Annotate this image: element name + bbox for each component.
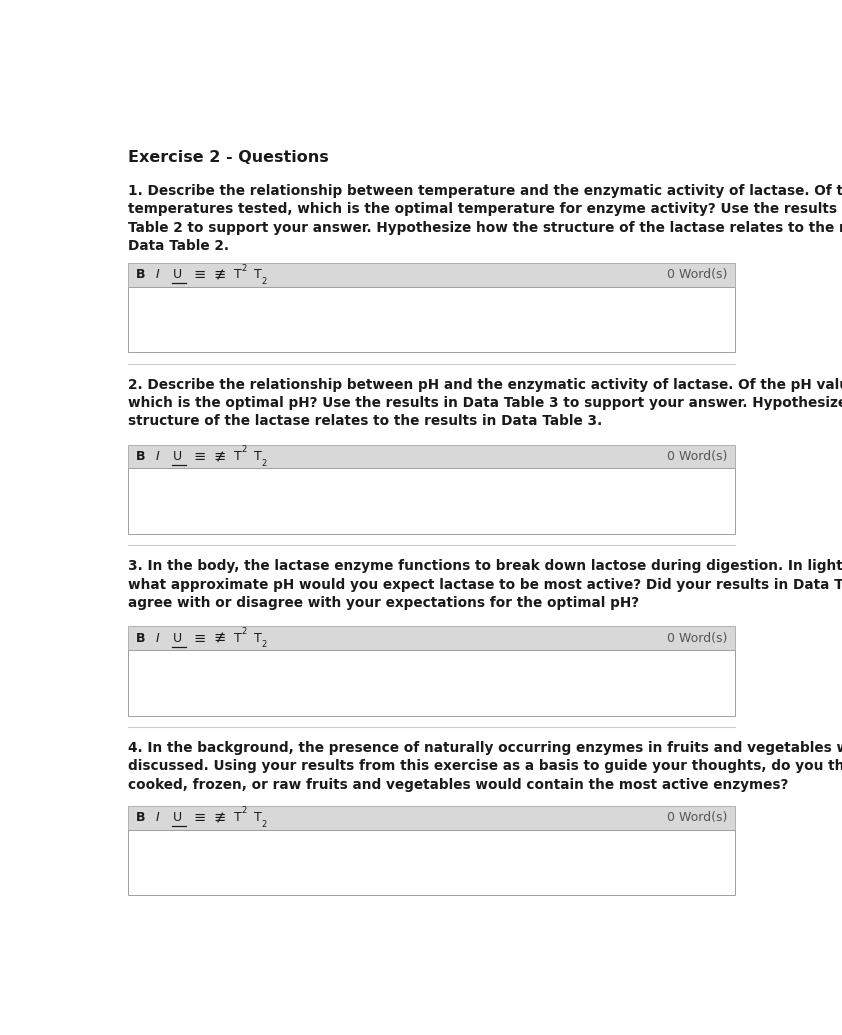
Text: ≡: ≡ (194, 449, 205, 464)
Text: 0 Word(s): 0 Word(s) (667, 631, 727, 645)
Text: 2: 2 (242, 445, 247, 454)
Text: 4. In the background, the presence of naturally occurring enzymes in fruits and : 4. In the background, the presence of na… (128, 741, 842, 792)
FancyBboxPatch shape (128, 829, 735, 895)
Text: U: U (173, 268, 182, 282)
Text: T: T (234, 631, 242, 645)
Text: 1. Describe the relationship between temperature and the enzymatic activity of l: 1. Describe the relationship between tem… (128, 184, 842, 254)
Text: 2: 2 (262, 459, 267, 468)
FancyBboxPatch shape (128, 263, 735, 287)
Text: 2: 2 (262, 820, 267, 829)
Text: B: B (136, 631, 146, 645)
FancyBboxPatch shape (128, 445, 735, 469)
Text: Exercise 2 - Questions: Exercise 2 - Questions (128, 150, 329, 166)
FancyBboxPatch shape (128, 805, 735, 829)
Text: 2: 2 (242, 627, 247, 637)
Text: ≢: ≢ (213, 810, 225, 825)
Text: 3. In the body, the lactase enzyme functions to break down lactose during digest: 3. In the body, the lactase enzyme funct… (128, 559, 842, 611)
Text: T: T (254, 811, 262, 824)
FancyBboxPatch shape (128, 626, 735, 650)
Text: U: U (173, 811, 182, 824)
Text: 2: 2 (242, 806, 247, 816)
Text: ≢: ≢ (213, 630, 225, 646)
Text: T: T (234, 268, 242, 282)
Text: 0 Word(s): 0 Word(s) (667, 268, 727, 282)
Text: ≡: ≡ (194, 630, 205, 646)
Text: 0 Word(s): 0 Word(s) (667, 811, 727, 824)
Text: ≡: ≡ (194, 810, 205, 825)
Text: T: T (254, 450, 262, 463)
Text: 2. Describe the relationship between pH and the enzymatic activity of lactase. O: 2. Describe the relationship between pH … (128, 378, 842, 428)
Text: I: I (156, 811, 159, 824)
Text: 0 Word(s): 0 Word(s) (667, 450, 727, 463)
Text: I: I (156, 631, 159, 645)
Text: I: I (156, 450, 159, 463)
Text: ≢: ≢ (213, 267, 225, 283)
FancyBboxPatch shape (128, 287, 735, 352)
FancyBboxPatch shape (128, 469, 735, 534)
Text: T: T (234, 450, 242, 463)
Text: I: I (156, 268, 159, 282)
Text: T: T (254, 268, 262, 282)
Text: T: T (254, 631, 262, 645)
Text: U: U (173, 631, 182, 645)
Text: U: U (173, 450, 182, 463)
Text: B: B (136, 268, 146, 282)
FancyBboxPatch shape (128, 650, 735, 715)
Text: B: B (136, 450, 146, 463)
Text: 2: 2 (262, 641, 267, 649)
Text: ≡: ≡ (194, 267, 205, 283)
Text: 2: 2 (242, 264, 247, 272)
Text: B: B (136, 811, 146, 824)
Text: T: T (234, 811, 242, 824)
Text: ≢: ≢ (213, 449, 225, 464)
Text: 2: 2 (262, 277, 267, 286)
